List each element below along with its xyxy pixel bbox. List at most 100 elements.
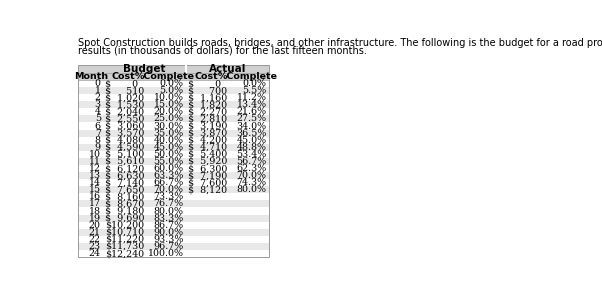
Bar — [78, 215, 269, 222]
Text: 22: 22 — [89, 235, 101, 244]
Text: 23: 23 — [88, 242, 101, 251]
Text: 80.0%: 80.0% — [237, 185, 267, 194]
Text: 93.3%: 93.3% — [154, 235, 184, 244]
Text: 45.0%: 45.0% — [154, 143, 184, 152]
Text: 11.2%: 11.2% — [237, 93, 267, 102]
Text: $  5,400: $ 5,400 — [188, 150, 227, 159]
Text: 66.7%: 66.7% — [154, 178, 184, 187]
Text: 17: 17 — [89, 200, 101, 208]
Text: 100.0%: 100.0% — [147, 249, 184, 258]
Text: $  3,060: $ 3,060 — [105, 122, 144, 130]
Text: 55.0%: 55.0% — [154, 157, 184, 166]
Text: $  2,550: $ 2,550 — [105, 115, 144, 123]
Text: 12: 12 — [89, 164, 101, 173]
Text: 9: 9 — [95, 143, 101, 152]
Bar — [78, 200, 269, 208]
Bar — [78, 101, 269, 108]
Text: 13: 13 — [88, 171, 101, 180]
Text: $  3,870: $ 3,870 — [188, 129, 227, 138]
Text: $11,730: $11,730 — [105, 242, 144, 251]
Bar — [78, 208, 269, 215]
Bar — [78, 186, 269, 193]
Text: 20: 20 — [89, 221, 101, 230]
Text: $  1,020: $ 1,020 — [105, 93, 144, 102]
Text: $       0: $ 0 — [188, 79, 221, 88]
Text: 8: 8 — [95, 136, 101, 145]
Text: 73.3%: 73.3% — [154, 192, 184, 201]
Bar — [78, 144, 269, 151]
Bar — [78, 108, 269, 115]
Text: $  5,920: $ 5,920 — [188, 157, 227, 166]
Bar — [78, 94, 269, 101]
Text: 70.0%: 70.0% — [154, 185, 184, 194]
Text: $10,200: $10,200 — [105, 221, 144, 230]
Text: $  4,590: $ 4,590 — [105, 143, 144, 152]
Text: 36.5%: 36.5% — [237, 129, 267, 138]
Text: $  2,810: $ 2,810 — [188, 115, 227, 123]
Text: 10: 10 — [89, 150, 101, 159]
Text: 25.0%: 25.0% — [154, 115, 184, 123]
Text: $  7,140: $ 7,140 — [105, 178, 144, 187]
Text: 3: 3 — [95, 100, 101, 109]
Text: 13.4%: 13.4% — [237, 100, 267, 109]
Text: 15.0%: 15.0% — [154, 100, 184, 109]
Bar — [78, 87, 269, 94]
Text: 1: 1 — [95, 86, 101, 95]
Text: 27.5%: 27.5% — [237, 115, 267, 123]
Text: 4: 4 — [95, 107, 101, 116]
Text: Budget: Budget — [123, 64, 166, 74]
Bar — [78, 115, 269, 122]
Text: Actual: Actual — [209, 64, 246, 74]
Text: 56.7%: 56.7% — [237, 157, 267, 166]
Text: $  6,630: $ 6,630 — [105, 171, 144, 180]
Text: 74.3%: 74.3% — [237, 178, 267, 187]
Bar — [78, 165, 269, 172]
Text: 48.8%: 48.8% — [237, 143, 267, 152]
Bar — [78, 65, 269, 73]
Bar — [78, 80, 269, 87]
Text: 21: 21 — [89, 228, 101, 237]
Text: $  1,160: $ 1,160 — [188, 93, 227, 102]
Text: 63.3%: 63.3% — [154, 171, 184, 180]
Bar — [78, 137, 269, 144]
Text: $  1,820: $ 1,820 — [188, 100, 227, 109]
Text: 5: 5 — [95, 115, 101, 123]
Text: 96.7%: 96.7% — [154, 242, 184, 251]
Text: $  2,040: $ 2,040 — [105, 107, 144, 116]
Text: $  4,080: $ 4,080 — [105, 136, 144, 145]
Text: $  6,120: $ 6,120 — [105, 164, 144, 173]
Text: 15: 15 — [88, 185, 101, 194]
Text: 35.0%: 35.0% — [154, 129, 184, 138]
Text: $  8,670: $ 8,670 — [105, 200, 144, 208]
Text: 53.4%: 53.4% — [237, 150, 267, 159]
Text: %Complete: %Complete — [135, 72, 195, 81]
Text: $11,220: $11,220 — [105, 235, 144, 244]
Text: $     510: $ 510 — [105, 86, 144, 95]
Text: 30.0%: 30.0% — [154, 122, 184, 130]
Text: $  4,200: $ 4,200 — [188, 136, 227, 145]
Bar — [78, 158, 269, 165]
Text: $       0: $ 0 — [105, 79, 138, 88]
Text: 50.0%: 50.0% — [154, 150, 184, 159]
Text: $     700: $ 700 — [188, 86, 227, 95]
Text: 34.0%: 34.0% — [237, 122, 267, 130]
Text: 11: 11 — [89, 157, 101, 166]
Text: 90.0%: 90.0% — [154, 228, 184, 237]
Text: 80.0%: 80.0% — [154, 207, 184, 216]
Text: 7: 7 — [95, 129, 101, 138]
Text: 5.0%: 5.0% — [160, 86, 184, 95]
Bar — [78, 172, 269, 179]
Text: 6: 6 — [95, 122, 101, 130]
Text: $  8,120: $ 8,120 — [188, 185, 227, 194]
Text: Spot Construction builds roads, bridges, and other infrastructure. The following: Spot Construction builds roads, bridges,… — [78, 38, 602, 49]
Text: 18: 18 — [89, 207, 101, 216]
Text: 0.0%: 0.0% — [160, 79, 184, 88]
Bar — [78, 65, 269, 257]
Text: results (in thousands of dollars) for the last fifteen months.: results (in thousands of dollars) for th… — [78, 45, 367, 55]
Text: %Complete: %Complete — [218, 72, 278, 81]
Text: $10,710: $10,710 — [105, 228, 144, 237]
Text: 0: 0 — [95, 79, 101, 88]
Text: 16: 16 — [88, 192, 101, 201]
Bar — [78, 193, 269, 200]
Text: $12,240: $12,240 — [105, 249, 144, 258]
